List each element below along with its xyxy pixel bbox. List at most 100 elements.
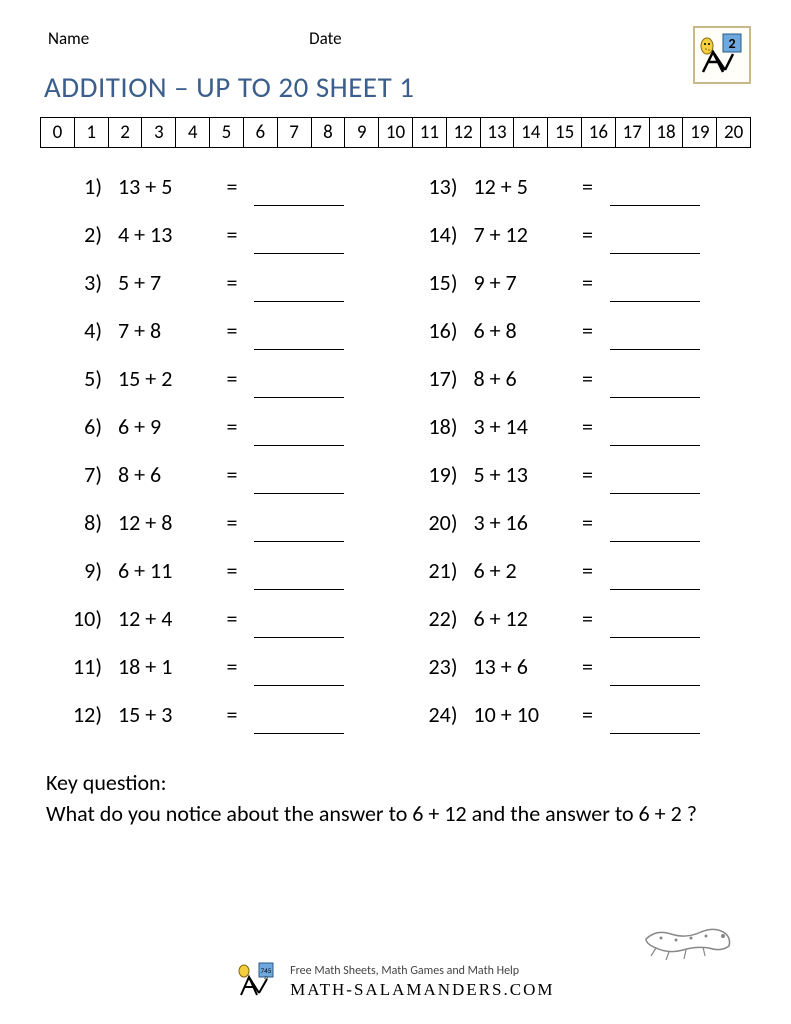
problems-container: 1)13 + 5=2)4 + 13=3)5 + 7=4)7 + 8=5)15 +… [40,162,751,738]
answer-blank[interactable] [610,520,700,542]
problem-row: 23)13 + 6= [416,642,732,690]
problem-expression: 6 + 8 [464,317,574,344]
equals-sign: = [574,221,602,248]
problem-expression: 15 + 3 [108,701,218,728]
answer-blank[interactable] [254,328,344,350]
problem-expression: 5 + 7 [108,269,218,296]
problem-row: 9)6 + 11= [60,546,376,594]
name-label: Name [48,28,89,49]
number-line-cell: 11 [413,118,447,147]
problem-row: 8)12 + 8= [60,498,376,546]
answer-blank[interactable] [610,712,700,734]
worksheet-title: ADDITION – UP TO 20 SHEET 1 [44,69,751,105]
problem-number: 12) [60,701,108,728]
problem-row: 24)10 + 10= [416,690,732,738]
problem-expression: 15 + 2 [108,365,218,392]
answer-blank[interactable] [254,472,344,494]
answer-blank[interactable] [610,568,700,590]
problem-row: 21)6 + 2= [416,546,732,594]
answer-blank[interactable] [610,328,700,350]
problem-number: 6) [60,413,108,440]
footer-url: MATH-SALAMANDERS.COM [290,980,554,1000]
problem-number: 2) [60,221,108,248]
problems-column-left: 1)13 + 5=2)4 + 13=3)5 + 7=4)7 + 8=5)15 +… [60,162,376,738]
answer-blank[interactable] [254,280,344,302]
answer-blank[interactable] [254,712,344,734]
problem-number: 20) [416,509,464,536]
problem-number: 3) [60,269,108,296]
problem-row: 14)7 + 12= [416,210,732,258]
equals-sign: = [574,461,602,488]
number-line-cell: 12 [447,118,481,147]
problem-number: 23) [416,653,464,680]
answer-blank[interactable] [254,520,344,542]
problem-expression: 12 + 8 [108,509,218,536]
problem-row: 5)15 + 2= [60,354,376,402]
number-line-cell: 18 [650,118,684,147]
key-question-label: Key question: [46,768,745,799]
answer-blank[interactable] [610,184,700,206]
svg-text:745: 745 [260,966,271,975]
problem-row: 15)9 + 7= [416,258,732,306]
problem-expression: 6 + 12 [464,605,574,632]
number-line-cell: 1 [75,118,109,147]
problem-row: 16)6 + 8= [416,306,732,354]
answer-blank[interactable] [610,616,700,638]
answer-blank[interactable] [610,664,700,686]
equals-sign: = [574,653,602,680]
number-line-cell: 9 [345,118,379,147]
answer-blank[interactable] [254,184,344,206]
problem-expression: 5 + 13 [464,461,574,488]
number-line-cell: 19 [683,118,717,147]
problem-number: 17) [416,365,464,392]
problem-number: 19) [416,461,464,488]
answer-blank[interactable] [254,568,344,590]
answer-blank[interactable] [610,376,700,398]
answer-blank[interactable] [610,280,700,302]
grade-number: 2 [728,35,735,52]
problem-expression: 8 + 6 [464,365,574,392]
number-line-cell: 4 [176,118,210,147]
problem-number: 8) [60,509,108,536]
equals-sign: = [574,413,602,440]
answer-blank[interactable] [254,664,344,686]
page-footer: 745 23 Free Math Sheets, Math Games and … [0,959,791,1004]
footer-tagline: Free Math Sheets, Math Games and Math He… [290,964,554,978]
problems-column-right: 13)12 + 5=14)7 + 12=15)9 + 7=16)6 + 8=17… [416,162,732,738]
equals-sign: = [574,509,602,536]
problem-row: 1)13 + 5= [60,162,376,210]
answer-blank[interactable] [610,424,700,446]
problem-row: 3)5 + 7= [60,258,376,306]
equals-sign: = [218,701,246,728]
equals-sign: = [574,317,602,344]
number-line-cell: 15 [548,118,582,147]
salamander-icon [631,904,741,964]
answer-blank[interactable] [254,376,344,398]
problem-number: 15) [416,269,464,296]
number-line-cell: 7 [278,118,312,147]
answer-blank[interactable] [254,232,344,254]
problem-expression: 6 + 9 [108,413,218,440]
number-line-cell: 8 [312,118,346,147]
problem-row: 11)18 + 1= [60,642,376,690]
answer-blank[interactable] [254,424,344,446]
problem-expression: 12 + 4 [108,605,218,632]
problem-number: 5) [60,365,108,392]
problem-row: 20)3 + 16= [416,498,732,546]
equals-sign: = [574,173,602,200]
answer-blank[interactable] [254,616,344,638]
problem-expression: 10 + 10 [464,701,574,728]
problem-number: 18) [416,413,464,440]
problem-row: 18)3 + 14= [416,402,732,450]
problem-row: 4)7 + 8= [60,306,376,354]
problem-number: 4) [60,317,108,344]
answer-blank[interactable] [610,472,700,494]
key-question-text: What do you notice about the answer to 6… [46,799,745,830]
number-line-cell: 20 [717,118,750,147]
problem-expression: 4 + 13 [108,221,218,248]
number-line-cell: 5 [210,118,244,147]
number-line-cell: 16 [582,118,616,147]
problem-expression: 7 + 12 [464,221,574,248]
answer-blank[interactable] [610,232,700,254]
number-line-cell: 3 [142,118,176,147]
